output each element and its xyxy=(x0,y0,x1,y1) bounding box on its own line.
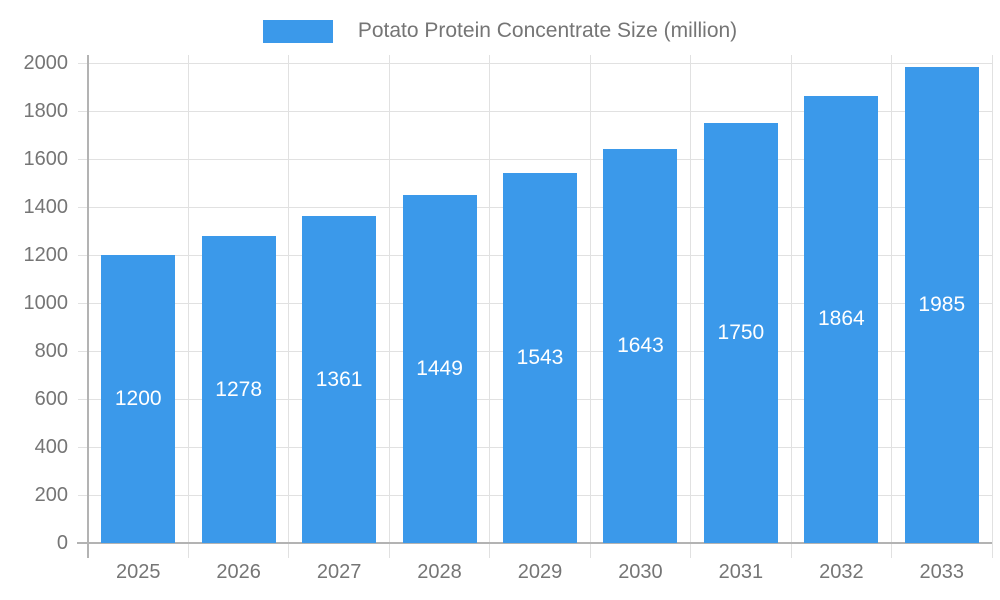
gridline-vertical xyxy=(187,55,189,558)
x-axis-tick-label: 2032 xyxy=(819,561,864,583)
y-axis-tick-label: 600 xyxy=(34,388,68,410)
gridline-vertical xyxy=(589,55,591,558)
y-axis-tick-label: 1200 xyxy=(23,244,69,266)
x-axis-tick-label: 2025 xyxy=(115,561,161,583)
y-axis-tick-label: 200 xyxy=(34,484,68,506)
bar-value-label: 1449 xyxy=(416,357,463,381)
bar-2025[interactable]: 1200 xyxy=(101,255,176,543)
bar-value-label: 1864 xyxy=(817,307,865,331)
gridline-horizontal xyxy=(78,158,992,160)
x-axis-tick-label: 2033 xyxy=(919,561,965,583)
bar-value-label: 1200 xyxy=(114,387,162,410)
bar-value-label: 1643 xyxy=(617,333,664,357)
bar-value-label: 1985 xyxy=(918,292,966,316)
bar-value-label: 1750 xyxy=(717,321,765,344)
bar-2026[interactable]: 1278 xyxy=(201,236,276,543)
gridline-vertical xyxy=(489,55,491,558)
chart-legend[interactable]: Potato Protein Concentrate Size (million… xyxy=(0,9,1000,53)
y-axis-tick-label: 800 xyxy=(34,340,68,362)
gridline-vertical xyxy=(288,55,290,558)
x-axis-tick-label: 2026 xyxy=(216,561,261,583)
gridline-vertical xyxy=(388,55,390,558)
gridline-vertical xyxy=(690,55,692,558)
gridline-vertical xyxy=(891,55,893,558)
gridline-horizontal xyxy=(78,62,992,64)
x-axis-tick-label: 2030 xyxy=(618,561,663,583)
y-axis-line xyxy=(87,55,89,558)
bar-value-label: 1278 xyxy=(215,377,263,401)
bar-2031[interactable]: 1750 xyxy=(703,123,778,543)
y-axis-tick-label: 2000 xyxy=(23,52,69,74)
x-axis-tick-label: 2029 xyxy=(517,561,563,583)
y-axis-tick-label: 1400 xyxy=(23,196,69,218)
bar-2032[interactable]: 1864 xyxy=(804,95,879,543)
gridline-vertical xyxy=(790,55,792,558)
x-axis-tick-label: 2027 xyxy=(316,561,362,583)
legend-swatch xyxy=(262,19,333,43)
bar-2028[interactable]: 1449 xyxy=(402,195,477,543)
gridline-vertical xyxy=(991,55,993,558)
y-axis-tick-label: 1800 xyxy=(23,100,69,122)
bar-2029[interactable]: 1543 xyxy=(503,172,577,543)
bar-value-label: 1543 xyxy=(516,345,564,369)
y-axis-tick-label: 400 xyxy=(34,436,68,458)
x-axis-tick-label: 2028 xyxy=(417,561,462,583)
y-axis-tick-label: 1000 xyxy=(23,292,69,314)
y-axis-tick-label: 1600 xyxy=(23,148,69,170)
bar-value-label: 1361 xyxy=(315,367,363,391)
y-axis-tick-label: 0 xyxy=(56,532,68,554)
bar-2030[interactable]: 1643 xyxy=(603,148,678,543)
bar-2033[interactable]: 1985 xyxy=(904,66,979,543)
gridline-horizontal xyxy=(78,110,992,112)
legend-label: Potato Protein Concentrate Size (million… xyxy=(357,19,738,42)
x-axis-tick-label: 2031 xyxy=(718,561,764,583)
x-axis-line xyxy=(77,542,992,544)
bar-2027[interactable]: 1361 xyxy=(302,216,377,543)
